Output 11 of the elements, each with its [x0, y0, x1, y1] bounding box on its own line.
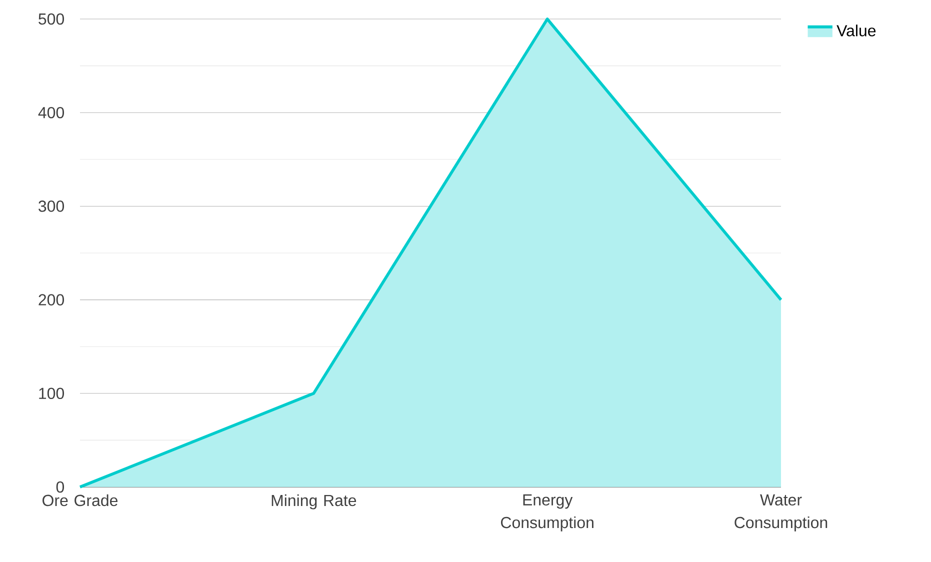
y-tick-label: 200: [38, 294, 64, 306]
y-tick-label: 100: [39, 388, 64, 400]
y-tick-label: 500: [38, 13, 64, 25]
x-tick-label: Energy Consumption: [501, 494, 594, 532]
y-tick-label: 300: [38, 200, 64, 212]
x-tick-label: Mining Rate: [272, 494, 356, 510]
x-tick-label: Ore Grade: [42, 494, 118, 506]
x-tick-label: Water Consumption: [734, 494, 828, 532]
legend-label: Value: [836, 24, 876, 36]
y-tick-label: 0: [56, 481, 64, 493]
y-tick-label: 400: [38, 106, 64, 118]
